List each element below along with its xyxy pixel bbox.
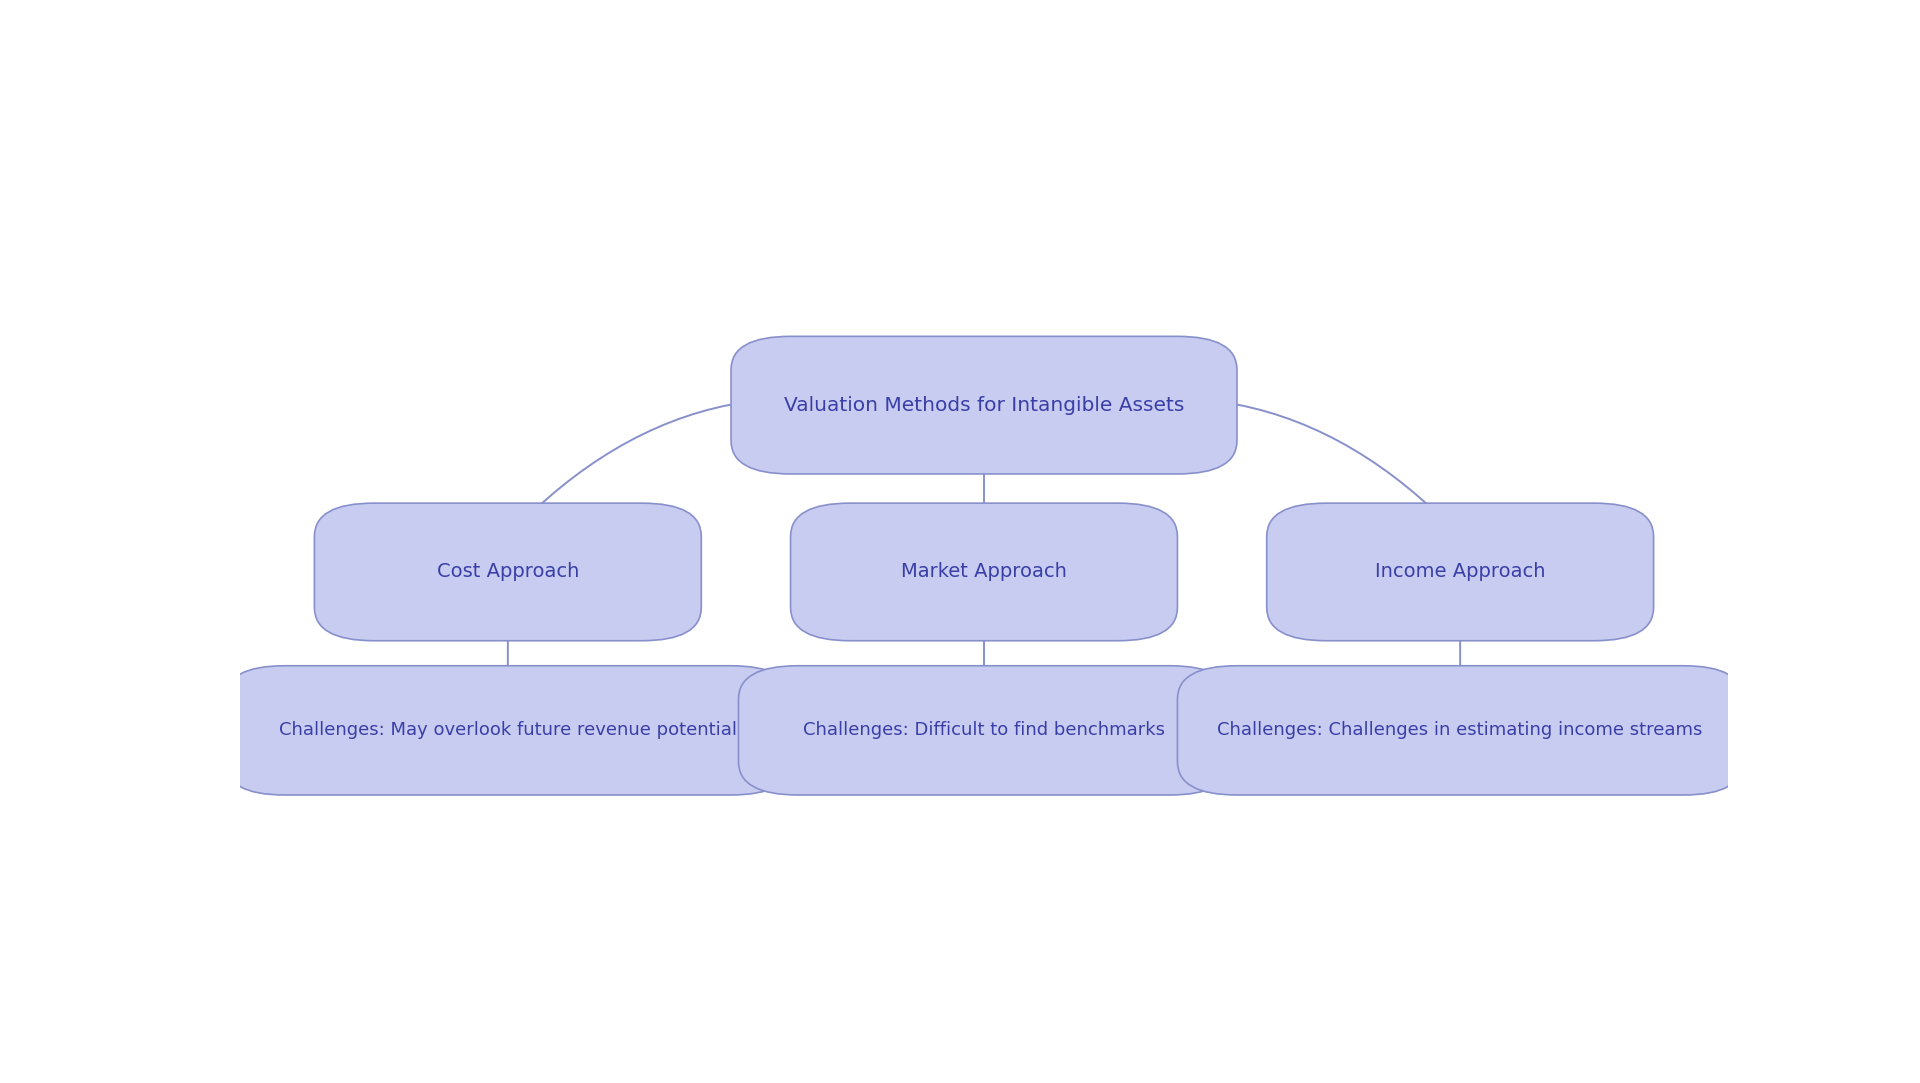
Text: Cost Approach: Cost Approach [436,562,580,582]
Text: Market Approach: Market Approach [900,562,1068,582]
FancyBboxPatch shape [1177,666,1743,795]
Text: Challenges: May overlook future revenue potential: Challenges: May overlook future revenue … [278,721,737,740]
Text: Income Approach: Income Approach [1375,562,1546,582]
Text: Valuation Methods for Intangible Assets: Valuation Methods for Intangible Assets [783,395,1185,415]
FancyBboxPatch shape [315,504,701,641]
Text: Challenges: Challenges in estimating income streams: Challenges: Challenges in estimating inc… [1217,721,1703,740]
Text: Challenges: Difficult to find benchmarks: Challenges: Difficult to find benchmarks [803,721,1165,740]
FancyBboxPatch shape [739,666,1229,795]
FancyBboxPatch shape [791,504,1177,641]
FancyBboxPatch shape [225,666,791,795]
FancyBboxPatch shape [732,337,1236,474]
FancyBboxPatch shape [1267,504,1653,641]
